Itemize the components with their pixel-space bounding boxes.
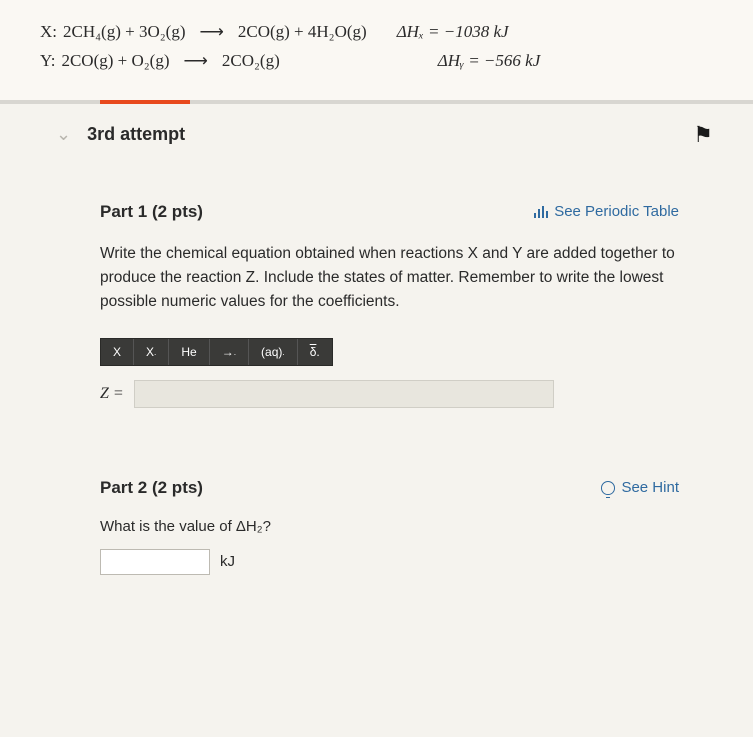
collapse-chevron-icon[interactable]: ⌄ [56, 124, 71, 145]
equation-y: Y: 2CO(g) + O₂(g) ⟶ 2CO₂(g) ΔHᵧ = −566 k… [40, 47, 713, 76]
progress-fill [100, 100, 190, 104]
eq-y-label: Y: [40, 47, 55, 76]
eq-y-arrow: ⟶ [176, 47, 216, 76]
progress-bar [0, 100, 753, 104]
eq-x-delta: ΔHₓ = −1038 kJ [397, 18, 509, 47]
hint-bulb-icon [601, 481, 615, 495]
toolbar-arrow-button[interactable]: →. [210, 339, 249, 365]
kj-unit-label: kJ [220, 553, 235, 570]
flag-icon[interactable]: ⚑ [693, 122, 713, 148]
eq-y-lhs: 2CO(g) + O₂(g) [61, 47, 169, 76]
eq-x-lhs: 2CH₄(g) + 3O₂(g) [63, 18, 185, 47]
toolbar-xsub-button[interactable]: X. [134, 339, 169, 365]
periodic-table-icon [534, 206, 548, 218]
see-hint-link[interactable]: See Hint [601, 479, 679, 496]
eq-y-delta: ΔHᵧ = −566 kJ [438, 47, 540, 76]
toolbar-delta-button[interactable]: δ . [298, 339, 332, 365]
part2-block: Part 2 (2 pts) See Hint What is the valu… [0, 478, 753, 611]
delta-h-input[interactable] [100, 549, 210, 575]
toolbar-he-button[interactable]: He [169, 339, 209, 365]
eq-y-rhs: 2CO₂(g) [222, 47, 280, 76]
part2-question: What is the value of ΔH₂? [100, 518, 679, 535]
periodic-table-link[interactable]: See Periodic Table [534, 203, 679, 220]
equation-toolbar: X X. He →. (aq). δ . [100, 338, 333, 366]
part2-title: Part 2 (2 pts) [100, 478, 203, 498]
z-label: Z = [100, 385, 124, 403]
part1-block: Part 1 (2 pts) See Periodic Table Write … [0, 202, 753, 438]
attempt-label: 3rd attempt [87, 124, 185, 145]
eq-x-arrow: ⟶ [191, 18, 231, 47]
eq-x-rhs: 2CO(g) + 4H₂O(g) [238, 18, 367, 47]
part1-instructions: Write the chemical equation obtained whe… [100, 242, 679, 314]
toolbar-aq-button[interactable]: (aq). [249, 339, 298, 365]
eq-x-label: X: [40, 18, 57, 47]
equation-x: X: 2CH₄(g) + 3O₂(g) ⟶ 2CO(g) + 4H₂O(g) Δ… [40, 18, 713, 47]
attempt-row: ⌄ 3rd attempt ⚑ [0, 104, 753, 174]
part1-title: Part 1 (2 pts) [100, 202, 203, 222]
z-equation-input[interactable] [134, 380, 554, 408]
equations-panel: X: 2CH₄(g) + 3O₂(g) ⟶ 2CO(g) + 4H₂O(g) Δ… [0, 0, 753, 100]
toolbar-x-button[interactable]: X [101, 339, 134, 365]
hint-label: See Hint [621, 479, 679, 496]
periodic-table-label: See Periodic Table [554, 203, 679, 220]
